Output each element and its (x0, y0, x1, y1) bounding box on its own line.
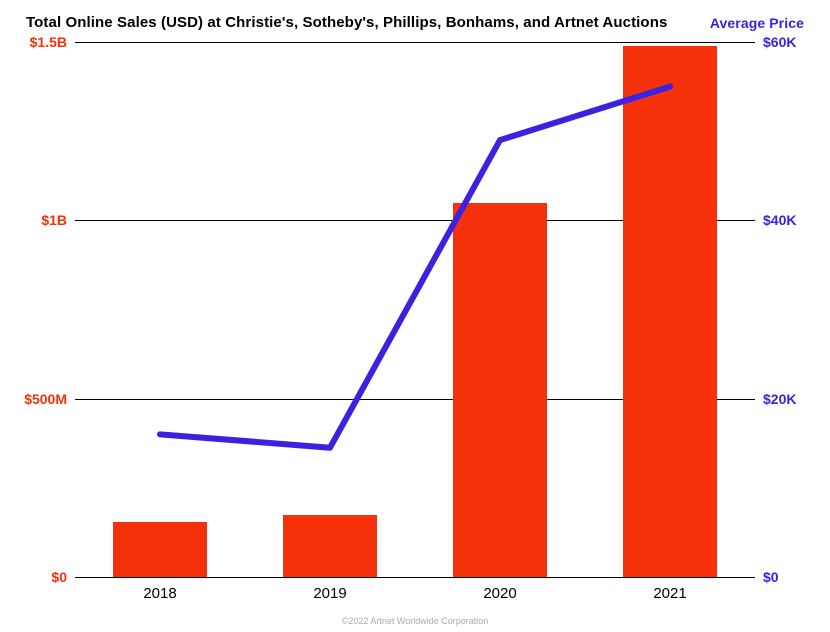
y-left-tick-label: $0 (51, 569, 67, 585)
plot-area: $0$500M$1B$1.5B$0$20K$40K$60K20182019202… (75, 42, 755, 577)
y-right-tick-label: $20K (763, 391, 796, 407)
gridline (75, 577, 755, 578)
y-left-tick-label: $500M (24, 391, 67, 407)
y-right-tick-label: $40K (763, 212, 796, 228)
y-left-tick-label: $1.5B (30, 34, 67, 50)
x-tick-label: 2021 (653, 585, 686, 602)
y-left-tick-label: $1B (41, 212, 67, 228)
x-tick-label: 2020 (483, 585, 516, 602)
y-right-tick-label: $0 (763, 569, 779, 585)
chart-title-right: Average Price (710, 15, 804, 31)
x-tick-label: 2019 (313, 585, 346, 602)
x-tick-label: 2018 (143, 585, 176, 602)
avg-price-line (75, 42, 755, 577)
sales-chart: Total Online Sales (USD) at Christie's, … (0, 0, 830, 632)
y-right-tick-label: $60K (763, 34, 796, 50)
chart-footer: ©2022 Artnet Worldwide Corporation (0, 616, 830, 626)
chart-title-left: Total Online Sales (USD) at Christie's, … (26, 14, 667, 31)
chart-title-row: Total Online Sales (USD) at Christie's, … (26, 14, 804, 31)
